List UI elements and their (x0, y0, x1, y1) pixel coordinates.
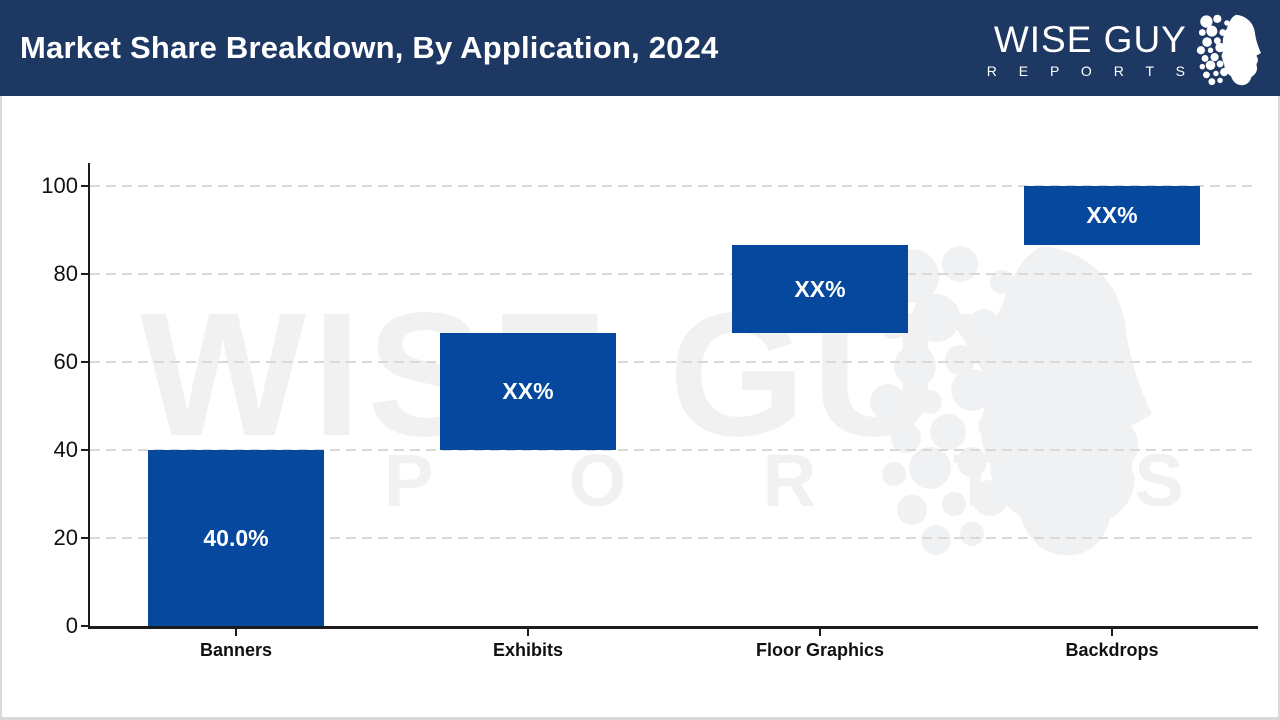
y-gridline (90, 361, 1258, 363)
y-tick-mark (81, 361, 89, 363)
y-tick-label: 20 (53, 525, 78, 550)
y-tick-mark (81, 449, 89, 451)
y-tick-mark (81, 273, 89, 275)
header-bar: Market Share Breakdown, By Application, … (0, 0, 1280, 96)
y-gridline (90, 449, 1258, 451)
x-axis-spine (88, 626, 1258, 629)
y-tick-label: 80 (53, 261, 78, 286)
bar-value-label: XX% (1086, 202, 1138, 229)
y-tick-mark (81, 625, 89, 627)
logo-text: WISE GUY R E P O R T S (987, 20, 1194, 80)
bar-value-label: XX% (502, 378, 554, 405)
bar-banners: 40.0% (148, 450, 324, 626)
bar-value-label: XX% (794, 275, 846, 302)
dotted-head-icon (1196, 14, 1262, 86)
x-category-label: Exhibits (492, 640, 563, 660)
watermark-reports-text: P O R T S (384, 439, 1242, 522)
x-category-label: Floor Graphics (755, 640, 885, 660)
y-tick-label: 0 (65, 613, 78, 638)
y-gridline (90, 185, 1258, 187)
logo-sub-text: R E P O R T S (986, 63, 1194, 79)
y-axis-spine (88, 163, 90, 629)
y-tick-label: 100 (41, 173, 78, 198)
bar-floor-graphics: XX% (732, 245, 908, 334)
x-tick-mark (1111, 628, 1113, 636)
x-category-label: Backdrops (1065, 640, 1159, 660)
y-tick-mark (81, 185, 89, 187)
y-tick-label: 60 (53, 349, 78, 374)
y-tick-label: 40 (53, 437, 78, 462)
y-gridline (90, 537, 1258, 539)
gridline-layer (2, 96, 1280, 720)
page-title: Market Share Breakdown, By Application, … (20, 30, 719, 65)
bar-layer: 40.0% XX% XX% XX% (2, 96, 1280, 720)
logo-brand-text: WISE GUY (993, 19, 1187, 60)
x-category-label: Banners (199, 640, 273, 660)
bar-backdrops: XX% (1024, 186, 1200, 246)
wise-guy-reports-logo: WISE GUY R E P O R T S (987, 6, 1272, 92)
bar-value-label: 40.0% (203, 524, 269, 551)
bar-exhibits: XX% (440, 333, 616, 450)
axis-layer: 0 20 40 60 80 100 Banners Exhibits Floor Graphic… (2, 96, 1280, 720)
x-tick-mark (235, 628, 237, 636)
x-tick-mark (819, 628, 821, 636)
y-gridline (90, 273, 1258, 275)
y-tick-mark (81, 537, 89, 539)
x-tick-mark (527, 628, 529, 636)
